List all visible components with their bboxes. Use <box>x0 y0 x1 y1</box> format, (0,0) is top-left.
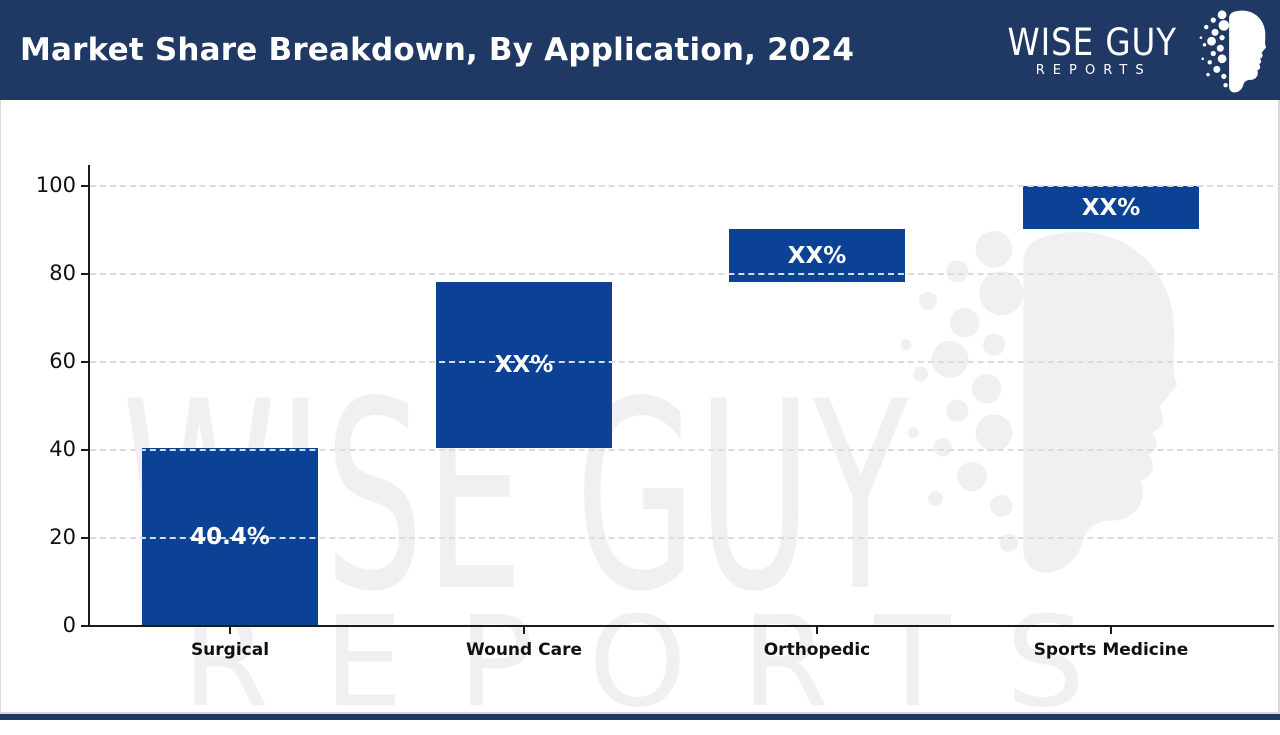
y-tick-label-80: 80 <box>49 261 76 285</box>
x-category-label: Wound Care <box>466 640 582 660</box>
x-tick-3 <box>1110 627 1112 634</box>
gridline-80 <box>90 273 1273 275</box>
y-axis-line <box>88 165 90 627</box>
y-tick-label-100: 100 <box>35 173 76 197</box>
wise-guy-logo: WISE GUY REPORTS <box>996 0 1270 100</box>
footer-divider <box>0 712 1280 714</box>
frame-edge-right <box>1278 100 1280 714</box>
y-tick-60 <box>81 361 89 363</box>
bar-value-label: XX% <box>1081 194 1141 221</box>
x-tick-1 <box>523 627 525 634</box>
gridline-60 <box>90 361 1273 363</box>
watermark-face-icon <box>900 231 1178 573</box>
y-tick-label-0: 0 <box>62 613 76 637</box>
logo-name: WISE GUY <box>1007 20 1177 64</box>
bar-value-label: 40.4% <box>190 524 270 551</box>
face-profile-icon <box>1199 10 1267 93</box>
gridline-100 <box>90 185 1273 187</box>
header-bar: Market Share Breakdown, By Application, … <box>0 0 1280 100</box>
bar-sports-medicine <box>1023 186 1199 230</box>
watermark-subtext: REPORTS <box>182 590 1141 735</box>
page-title: Market Share Breakdown, By Application, … <box>20 32 855 68</box>
x-axis-line <box>88 625 1274 627</box>
y-tick-label-20: 20 <box>49 525 76 549</box>
y-tick-40 <box>81 449 89 451</box>
y-tick-label-40: 40 <box>49 437 76 461</box>
footer-stripe <box>0 714 1280 720</box>
y-tick-80 <box>81 273 89 275</box>
bar-wound-care <box>436 281 612 449</box>
y-tick-100 <box>81 185 89 187</box>
x-tick-0 <box>229 627 231 634</box>
x-category-label: Orthopedic <box>763 640 871 660</box>
gridline-20 <box>90 537 1273 539</box>
x-category-label: Surgical <box>190 640 270 660</box>
y-tick-label-60: 60 <box>49 349 76 373</box>
bar-value-label: XX% <box>494 352 554 379</box>
bar-value-label: XX% <box>787 242 847 269</box>
logo-text: WISE GUY REPORTS <box>996 24 1188 77</box>
frame-edge-left <box>0 100 1 714</box>
x-tick-2 <box>816 627 818 634</box>
gridline-40 <box>90 449 1273 451</box>
x-category-label: Sports Medicine <box>1033 640 1189 660</box>
logo-subtitle: REPORTS <box>1035 62 1152 78</box>
y-tick-20 <box>81 537 89 539</box>
y-tick-0 <box>81 625 89 627</box>
